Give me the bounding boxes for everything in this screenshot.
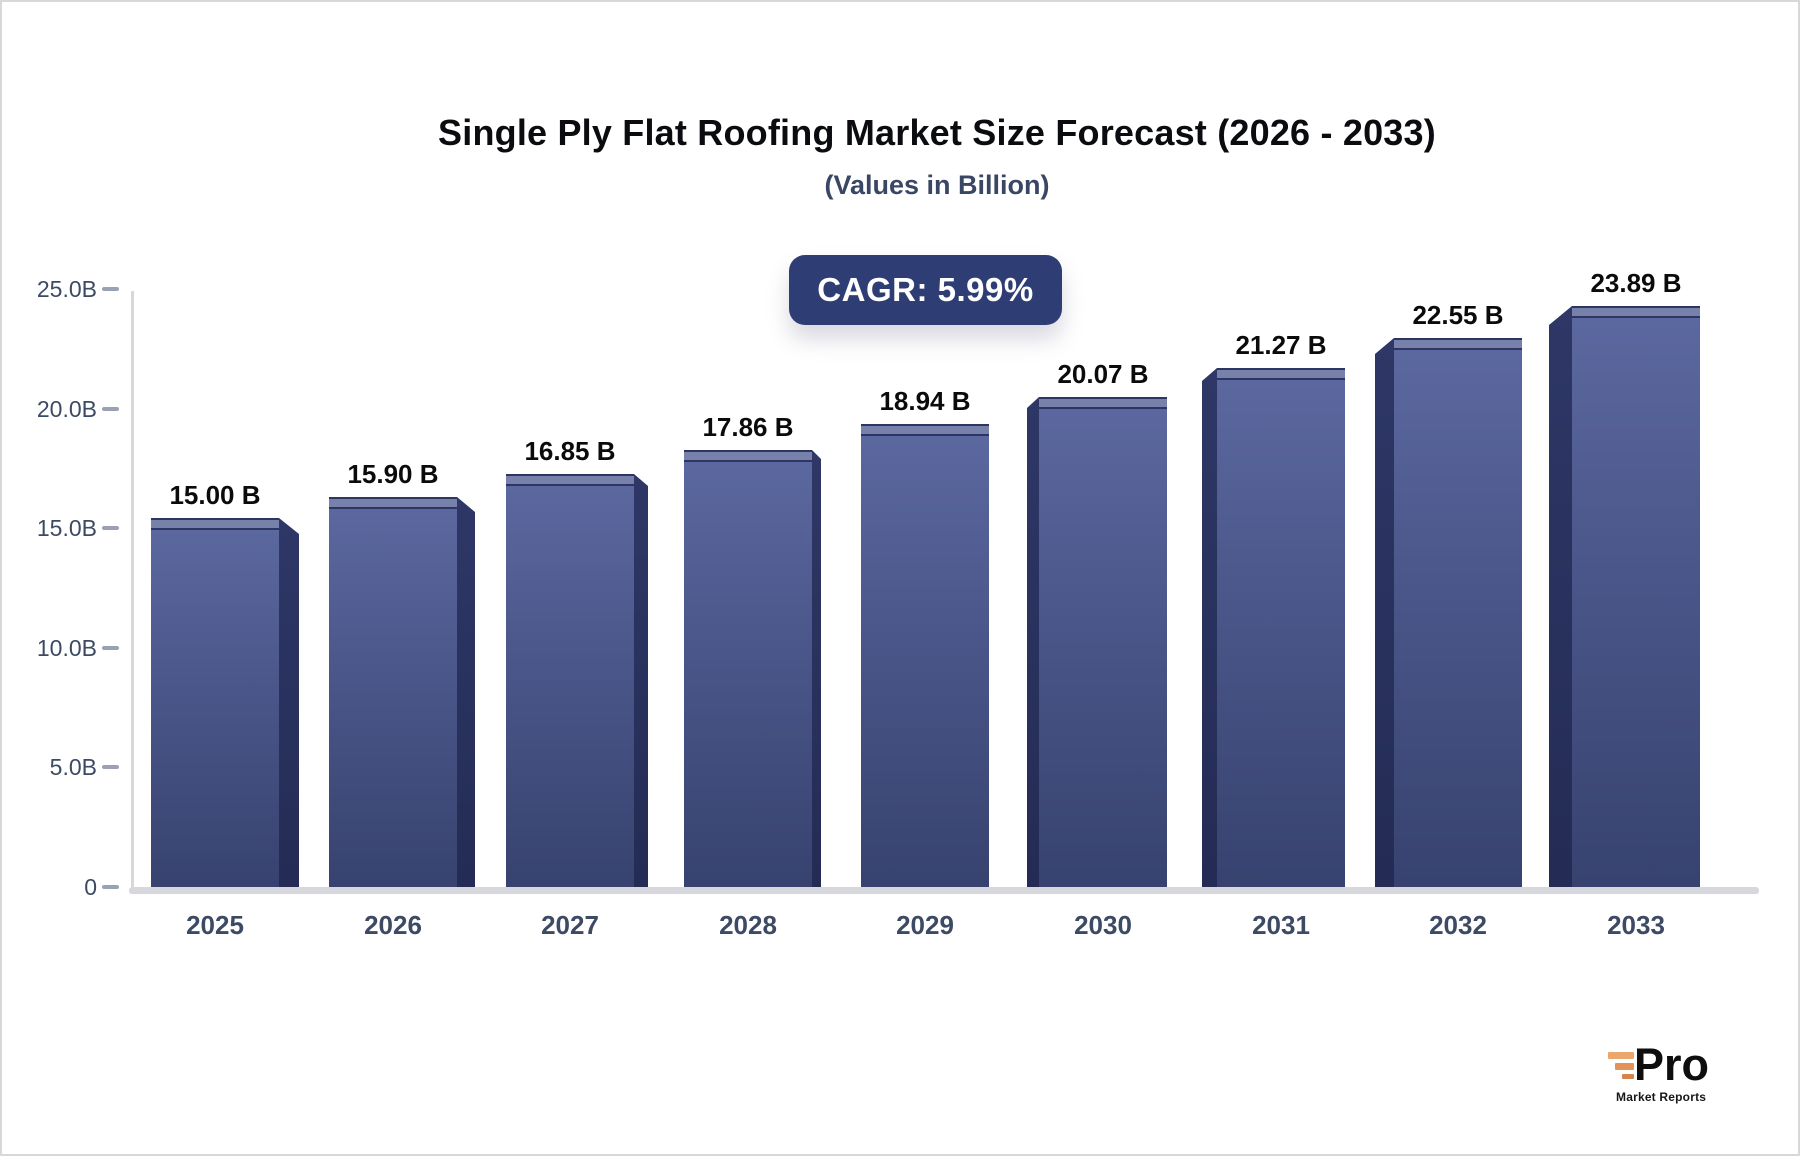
y-axis-tick	[102, 645, 119, 650]
y-axis-tick	[102, 287, 119, 291]
bar-front-face	[861, 434, 989, 887]
bar	[1375, 338, 1522, 887]
y-axis-tick-label: 25.0B	[36, 276, 97, 302]
logo: Pro Market Reports	[1602, 1042, 1742, 1108]
logo-bar	[1608, 1052, 1634, 1059]
bar-value-label: 15.00 B	[169, 480, 261, 510]
bar	[506, 474, 648, 887]
bar-front-face	[684, 460, 812, 887]
bar-front-face	[506, 484, 634, 887]
bar-value-label: 20.07 B	[1057, 359, 1149, 389]
x-axis-label: 2031	[1252, 910, 1310, 940]
logo-bar	[1622, 1074, 1634, 1079]
bar-side-face	[1027, 397, 1039, 887]
bar-side-face	[279, 518, 299, 887]
y-axis-tick-label: 15.0B	[36, 515, 97, 542]
logo-subtext: Market Reports	[1616, 1090, 1707, 1104]
bar	[1549, 306, 1700, 887]
bar-side-face	[812, 450, 821, 887]
bar-top-face	[1572, 306, 1700, 316]
bar-top-face	[1039, 397, 1167, 407]
x-axis-baseline	[129, 887, 1759, 894]
bar-front-face	[1394, 348, 1522, 887]
y-axis-tick	[102, 765, 119, 770]
bar-value-label: 16.85 B	[524, 436, 616, 466]
bar-top-face	[1217, 368, 1345, 378]
logo-text: Pro	[1634, 1039, 1710, 1090]
x-axis-label: 2026	[364, 910, 422, 940]
cagr-badge: CAGR: 5.99%	[789, 255, 1062, 325]
x-axis-label: 2033	[1607, 910, 1665, 940]
bar-top-face	[151, 518, 279, 528]
bar-value-label: 18.94 B	[879, 386, 971, 416]
bar-front-face	[1039, 407, 1167, 887]
bar-value-label: 15.90 B	[347, 459, 439, 489]
bar	[329, 497, 475, 887]
y-axis-tick-label: 5.0B	[49, 754, 97, 781]
bar	[684, 450, 821, 887]
y-axis-tick-label: 0	[84, 874, 97, 900]
x-axis-label: 2025	[186, 910, 244, 940]
bar-side-face	[1549, 306, 1572, 887]
bar-top-face	[506, 474, 634, 484]
y-axis-tick	[102, 526, 119, 531]
bar	[861, 424, 989, 887]
bar-side-face	[1375, 338, 1394, 887]
logo-bar	[1615, 1063, 1634, 1070]
page-subtitle: (Values in Billion)	[824, 170, 1050, 200]
x-axis-label: 2032	[1429, 910, 1487, 940]
x-axis-label: 2027	[541, 910, 599, 940]
y-axis-tick	[102, 406, 119, 411]
bar	[1027, 397, 1167, 887]
x-axis-label: 2030	[1074, 910, 1132, 940]
bar-side-face	[1202, 368, 1217, 887]
bar-value-label: 23.89 B	[1590, 268, 1682, 298]
x-axis-label: 2029	[896, 910, 954, 940]
bar-front-face	[1217, 378, 1345, 887]
bar-front-face	[151, 528, 279, 887]
y-axis-tick-label: 10.0B	[36, 634, 97, 661]
y-axis-tick-label: 20.0B	[36, 395, 97, 422]
bar-top-face	[861, 424, 989, 434]
bar-value-label: 22.55 B	[1412, 300, 1504, 330]
page-title: Single Ply Flat Roofing Market Size Fore…	[438, 112, 1436, 153]
bar-front-face	[329, 507, 457, 887]
bar-top-face	[684, 450, 812, 460]
bar-top-face	[1394, 338, 1522, 348]
bar	[151, 518, 299, 887]
y-axis-tick	[102, 885, 119, 889]
bar-value-label: 17.86 B	[702, 412, 794, 442]
bar	[1202, 368, 1345, 887]
bar-front-face	[1572, 316, 1700, 887]
y-axis-line	[131, 291, 134, 887]
bar-side-face	[457, 497, 475, 887]
x-axis-label: 2028	[719, 910, 777, 940]
bar-value-label: 21.27 B	[1235, 330, 1327, 360]
bar-top-face	[329, 497, 457, 507]
cagr-badge-label: CAGR: 5.99%	[817, 271, 1034, 308]
bar-side-face	[634, 474, 648, 887]
